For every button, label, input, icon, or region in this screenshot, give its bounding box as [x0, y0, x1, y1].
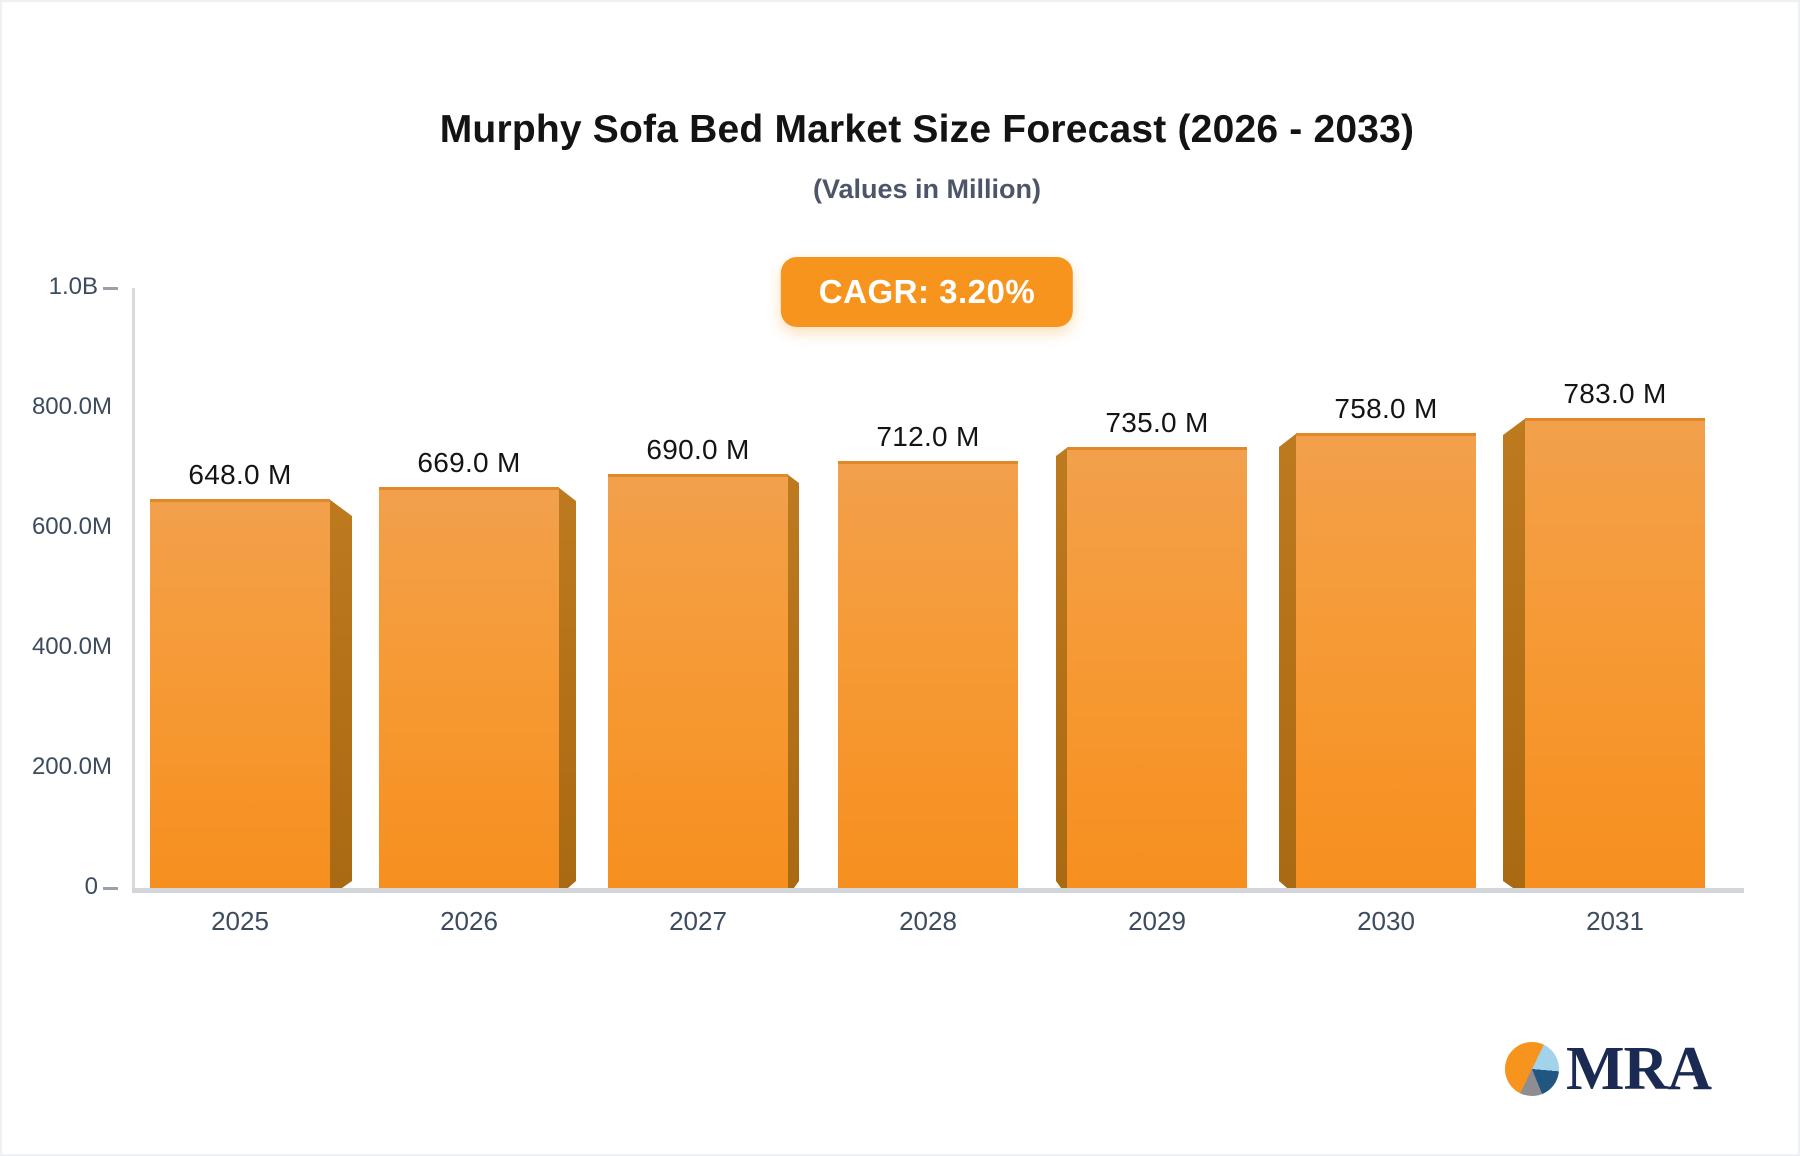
bar-value-label: 648.0 M — [188, 459, 292, 490]
bar-face — [150, 499, 330, 888]
x-axis-label: 2028 — [899, 906, 957, 936]
bar-side-face — [1056, 447, 1068, 888]
x-axis-label: 2030 — [1357, 906, 1415, 936]
y-axis-label: 400.0M — [31, 633, 112, 660]
y-axis-line — [132, 288, 135, 888]
y-axis-label: 800.0M — [31, 393, 112, 420]
bar-face — [608, 474, 788, 888]
x-axis-label: 2025 — [211, 906, 269, 936]
y-axis-label: 200.0M — [31, 753, 112, 780]
logo-text: MRA — [1566, 1035, 1712, 1103]
x-axis-label: 2029 — [1128, 906, 1186, 936]
bar-side-face — [1503, 418, 1526, 888]
bar-face — [1067, 447, 1247, 888]
bar-side-face — [787, 474, 799, 888]
y-axis-tick — [103, 887, 118, 890]
bar-value-label: 783.0 M — [1563, 378, 1667, 409]
cagr-badge: CAGR: 3.20% — [780, 257, 1074, 327]
x-axis-label: 2031 — [1586, 906, 1644, 936]
y-axis-label: 0 — [84, 873, 98, 900]
bar-face — [1525, 418, 1705, 888]
bar-value-label: 758.0 M — [1334, 393, 1438, 424]
bar-value-label: 669.0 M — [417, 447, 521, 478]
x-axis-label: 2027 — [669, 906, 727, 936]
chart-title: Murphy Sofa Bed Market Size Forecast (20… — [439, 108, 1415, 151]
x-axis-label: 2026 — [440, 906, 498, 936]
bar-side-face — [558, 487, 576, 888]
bar-value-label: 735.0 M — [1105, 407, 1209, 438]
logo-pie-icon — [1505, 1042, 1559, 1096]
bar-face — [838, 461, 1018, 888]
bar-face — [1296, 433, 1476, 888]
y-axis-label: 1.0B — [48, 273, 98, 300]
x-axis-line — [132, 888, 1744, 893]
brand-logo: MRA — [1505, 1035, 1712, 1103]
bar-face — [379, 487, 559, 888]
bar-side-face — [329, 499, 352, 888]
y-axis-label: 600.0M — [31, 513, 112, 540]
bar-value-label: 712.0 M — [876, 421, 980, 452]
y-axis-tick — [103, 287, 118, 290]
chart-subtitle: (Values in Million) — [812, 174, 1042, 204]
bar-side-face — [1279, 433, 1297, 888]
bar-value-label: 690.0 M — [646, 434, 750, 465]
